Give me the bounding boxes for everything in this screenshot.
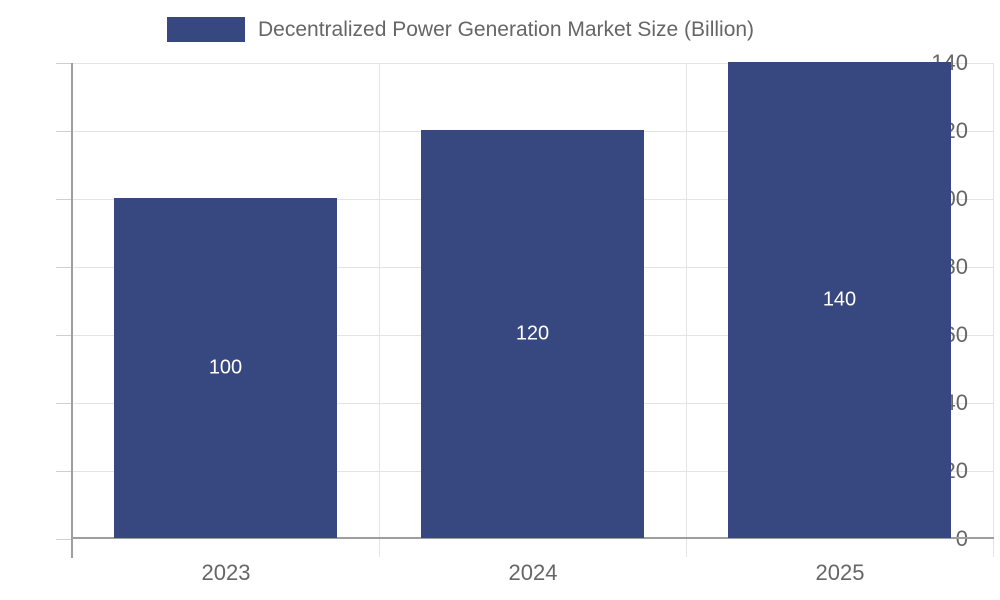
bar-value-label: 100 [208,356,243,379]
y-axis-tick [56,130,72,132]
x-tick-label: 2023 [201,560,251,585]
y-tick-label: 0 [956,526,968,552]
legend-label: Decentralized Power Generation Market Si… [258,17,755,41]
legend-item[interactable]: Decentralized Power Generation Market Si… [167,17,754,42]
bar-value-label: 120 [515,322,550,345]
y-axis-tick [56,334,72,336]
bar[interactable]: 120 [421,130,644,538]
bar[interactable]: 100 [114,198,337,538]
plot-area: 020406080100120140100202312020241402025 [56,50,994,585]
x-tick-label: 2024 [508,560,558,585]
bar-value-label: 140 [822,288,857,311]
y-axis-tick [56,266,72,268]
gridline-vertical [686,63,687,557]
x-tick-label: 2025 [815,560,865,585]
gridline-vertical [379,63,380,557]
y-axis-tick [56,470,72,472]
legend-swatch-icon [167,17,245,42]
y-axis-tick [56,62,72,64]
y-axis-tick [56,402,72,404]
gridline-vertical [993,63,994,557]
y-axis-line [71,63,73,558]
y-axis-tick [56,538,72,540]
x-axis-line [71,537,994,539]
bar[interactable]: 140 [728,62,951,538]
gridline-horizontal [72,62,993,64]
y-axis-tick [56,198,72,200]
